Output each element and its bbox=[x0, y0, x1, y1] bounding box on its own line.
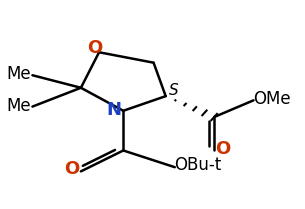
Text: OMe: OMe bbox=[253, 90, 290, 108]
Text: N: N bbox=[107, 101, 122, 119]
Text: O: O bbox=[87, 39, 102, 57]
Text: Me: Me bbox=[6, 65, 31, 83]
Text: O: O bbox=[64, 160, 79, 178]
Text: O: O bbox=[215, 140, 230, 158]
Text: OBu-t: OBu-t bbox=[174, 156, 221, 174]
Text: S: S bbox=[168, 83, 178, 98]
Text: Me: Me bbox=[6, 97, 31, 115]
